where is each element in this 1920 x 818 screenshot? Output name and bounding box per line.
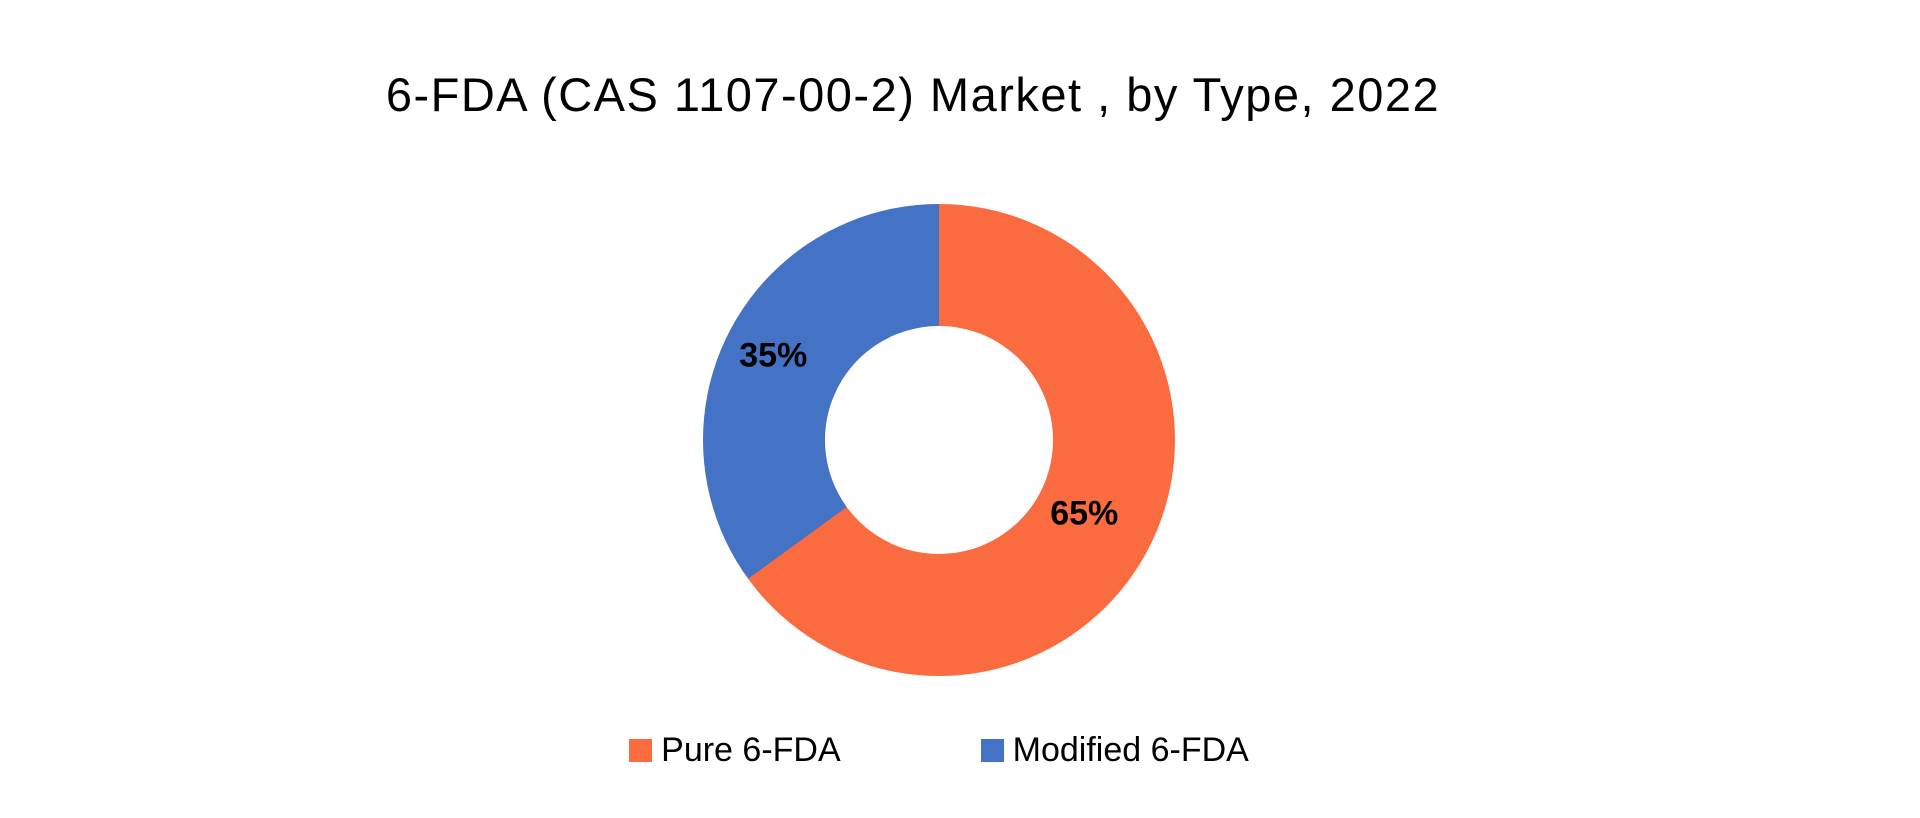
donut-hole: [825, 326, 1053, 554]
data-label-pure-6-fda: 65%: [1050, 494, 1119, 533]
donut-chart: 65% 35%: [703, 204, 1175, 676]
legend-label-modified-6-fda: Modified 6-FDA: [1012, 731, 1249, 769]
chart-legend: Pure 6-FDA Modified 6-FDA: [0, 733, 1878, 767]
chart-title: 6-FDA (CAS 1107-00-2) Market , by Type, …: [385, 68, 1441, 121]
legend-item-modified-6-fda: Modified 6-FDA: [980, 731, 1249, 769]
legend-item-pure-6-fda: Pure 6-FDA: [629, 733, 841, 767]
legend-label-pure-6-fda: Pure 6-FDA: [661, 731, 841, 769]
data-label-modified-6-fda: 35%: [739, 336, 808, 375]
legend-swatch-modified-6-fda: [980, 738, 1004, 762]
legend-swatch-pure-6-fda: [629, 738, 653, 762]
